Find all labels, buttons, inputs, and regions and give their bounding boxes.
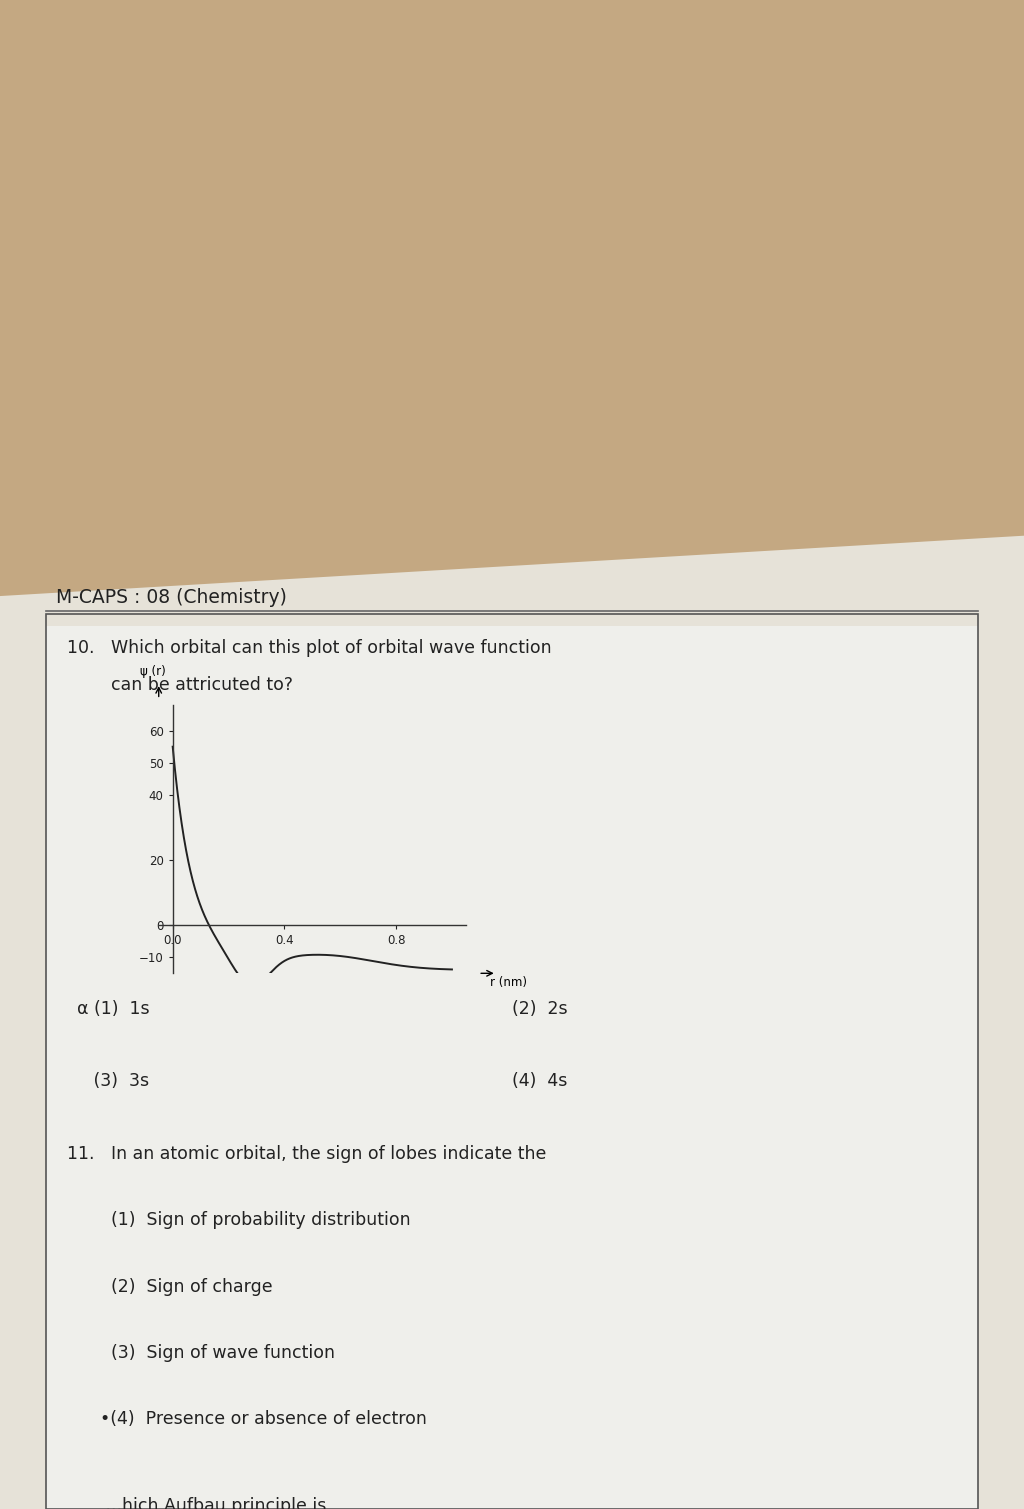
Text: 10.   Which orbital can this plot of orbital wave function: 10. Which orbital can this plot of orbit… [67, 640, 551, 658]
Text: ψ (r): ψ (r) [139, 665, 166, 678]
Text: α (1)  1s: α (1) 1s [77, 1000, 150, 1019]
Bar [0, 0, 1024, 634]
Text: (3)  Sign of wave function: (3) Sign of wave function [67, 1345, 335, 1363]
Text: M-CAPS : 08 (Chemistry): M-CAPS : 08 (Chemistry) [56, 587, 287, 607]
Bar [46, 614, 978, 1509]
Text: ...hich Aufbau principle is: ...hich Aufbau principle is [67, 1497, 326, 1509]
Text: (1)  Sign of probability distribution: (1) Sign of probability distribution [67, 1212, 411, 1230]
Text: (2)  Sign of charge: (2) Sign of charge [67, 1278, 272, 1296]
Text: (4)  4s: (4) 4s [512, 1073, 567, 1091]
Polygon shape [0, 536, 1024, 1509]
Text: (3)  3s: (3) 3s [77, 1073, 148, 1091]
Text: •(4)  Presence or absence of electron: •(4) Presence or absence of electron [67, 1411, 426, 1429]
Text: r (nm): r (nm) [490, 976, 527, 988]
Bar [46, 626, 978, 1509]
Text: can be attricuted to?: can be attricuted to? [67, 676, 293, 694]
Text: 11.   In an atomic orbital, the sign of lobes indicate the: 11. In an atomic orbital, the sign of lo… [67, 1145, 546, 1163]
Text: (2)  2s: (2) 2s [512, 1000, 567, 1019]
